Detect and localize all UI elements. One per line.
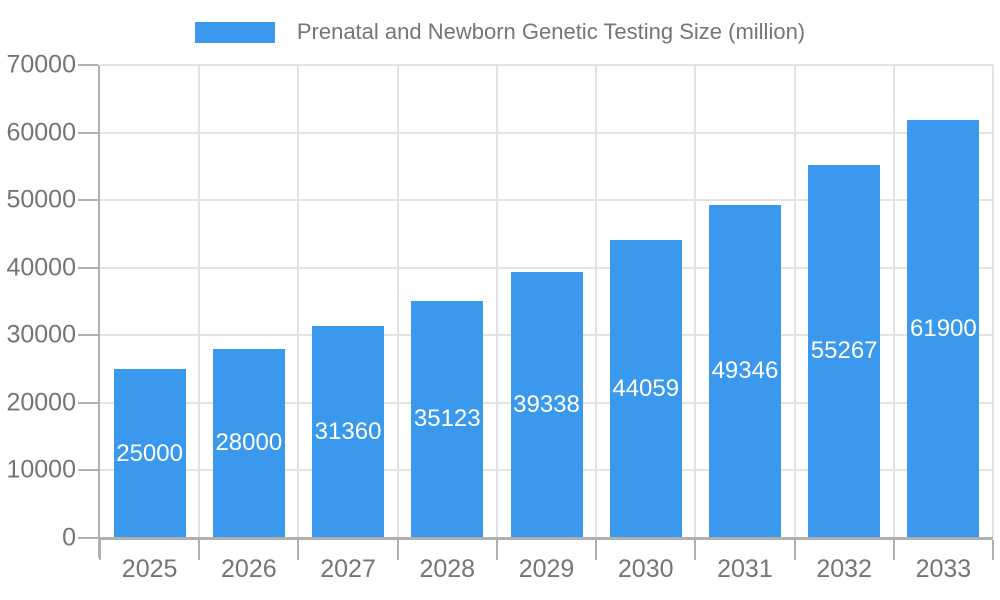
x-tick xyxy=(793,540,796,560)
v-gridline xyxy=(396,65,399,538)
x-tick xyxy=(297,540,300,560)
bar-value-label: 28000 xyxy=(215,429,283,457)
bar-value-label: 44059 xyxy=(612,375,680,403)
y-tick xyxy=(78,469,98,472)
x-tick xyxy=(595,540,598,560)
x-tick-label: 2031 xyxy=(717,555,773,583)
x-tick-label: 2028 xyxy=(419,555,476,583)
x-tick-label: 2026 xyxy=(221,555,277,583)
y-axis-line xyxy=(98,65,100,558)
y-tick xyxy=(78,199,98,202)
bar-2028[interactable]: 35123 xyxy=(411,300,484,538)
x-tick xyxy=(892,540,895,560)
v-gridline xyxy=(595,65,598,538)
x-tick xyxy=(396,540,399,560)
y-tick-label: 30000 xyxy=(6,320,76,349)
x-tick-label: 2025 xyxy=(121,555,178,583)
y-tick-label: 50000 xyxy=(6,185,76,214)
x-tick-label: 2030 xyxy=(617,555,674,583)
x-tick xyxy=(992,540,994,560)
legend: Prenatal and Newborn Genetic Testing Siz… xyxy=(0,19,1000,45)
bar-2032[interactable]: 55267 xyxy=(808,164,881,538)
h-gridline xyxy=(100,131,993,134)
bar-2031[interactable]: 49346 xyxy=(708,204,781,538)
h-gridline xyxy=(100,199,993,202)
y-tick xyxy=(78,334,98,337)
bar-value-label: 49346 xyxy=(711,357,779,385)
v-gridline xyxy=(495,65,498,538)
v-gridline xyxy=(892,65,895,538)
x-tick xyxy=(99,540,101,560)
bar-2029[interactable]: 39338 xyxy=(510,272,583,538)
legend-swatch-icon xyxy=(194,21,275,43)
v-gridline xyxy=(297,65,300,538)
bar-2027[interactable]: 31360 xyxy=(312,326,385,538)
y-tick xyxy=(78,64,98,66)
y-tick-label: 70000 xyxy=(6,50,76,79)
v-gridline xyxy=(198,65,201,538)
y-tick xyxy=(78,401,98,404)
y-tick-label: 10000 xyxy=(6,455,76,484)
bar-value-label: 31360 xyxy=(314,418,382,446)
y-tick-label: 20000 xyxy=(6,388,76,417)
bar-value-label: 25000 xyxy=(116,439,183,467)
x-tick-label: 2029 xyxy=(518,555,575,583)
bar-2033[interactable]: 61900 xyxy=(907,119,980,538)
x-tick-label: 2032 xyxy=(816,555,872,583)
y-tick xyxy=(78,131,98,134)
x-axis-line xyxy=(98,537,993,540)
legend-item[interactable]: Prenatal and Newborn Genetic Testing Siz… xyxy=(194,19,806,45)
v-gridline xyxy=(992,65,994,538)
plot-area: 25000 28000 31360 35123 39338 44059 49346 55267… xyxy=(100,64,994,538)
x-tick xyxy=(495,540,498,560)
y-tick-label: 60000 xyxy=(6,118,76,147)
bar-value-label: 55267 xyxy=(810,337,878,365)
h-gridline xyxy=(100,64,993,66)
x-tick-label: 2033 xyxy=(915,555,972,583)
bar-value-label: 35123 xyxy=(413,405,481,433)
v-gridline xyxy=(694,65,697,538)
y-tick-label: 0 xyxy=(62,523,76,552)
bar-2025[interactable]: 25000 xyxy=(113,369,186,538)
bar-2030[interactable]: 44059 xyxy=(609,240,682,538)
x-tick xyxy=(694,540,697,560)
bar-value-label: 39338 xyxy=(513,391,580,419)
legend-series-label: Prenatal and Newborn Genetic Testing Siz… xyxy=(296,19,806,44)
bar-value-label: 61900 xyxy=(910,314,977,342)
bar-2026[interactable]: 28000 xyxy=(212,348,285,538)
y-tick-label: 40000 xyxy=(6,253,76,282)
y-tick xyxy=(78,537,98,539)
x-tick xyxy=(198,540,201,560)
y-tick xyxy=(78,266,98,269)
v-gridline xyxy=(793,65,796,538)
h-gridline xyxy=(100,266,993,269)
x-tick-label: 2027 xyxy=(320,555,376,583)
